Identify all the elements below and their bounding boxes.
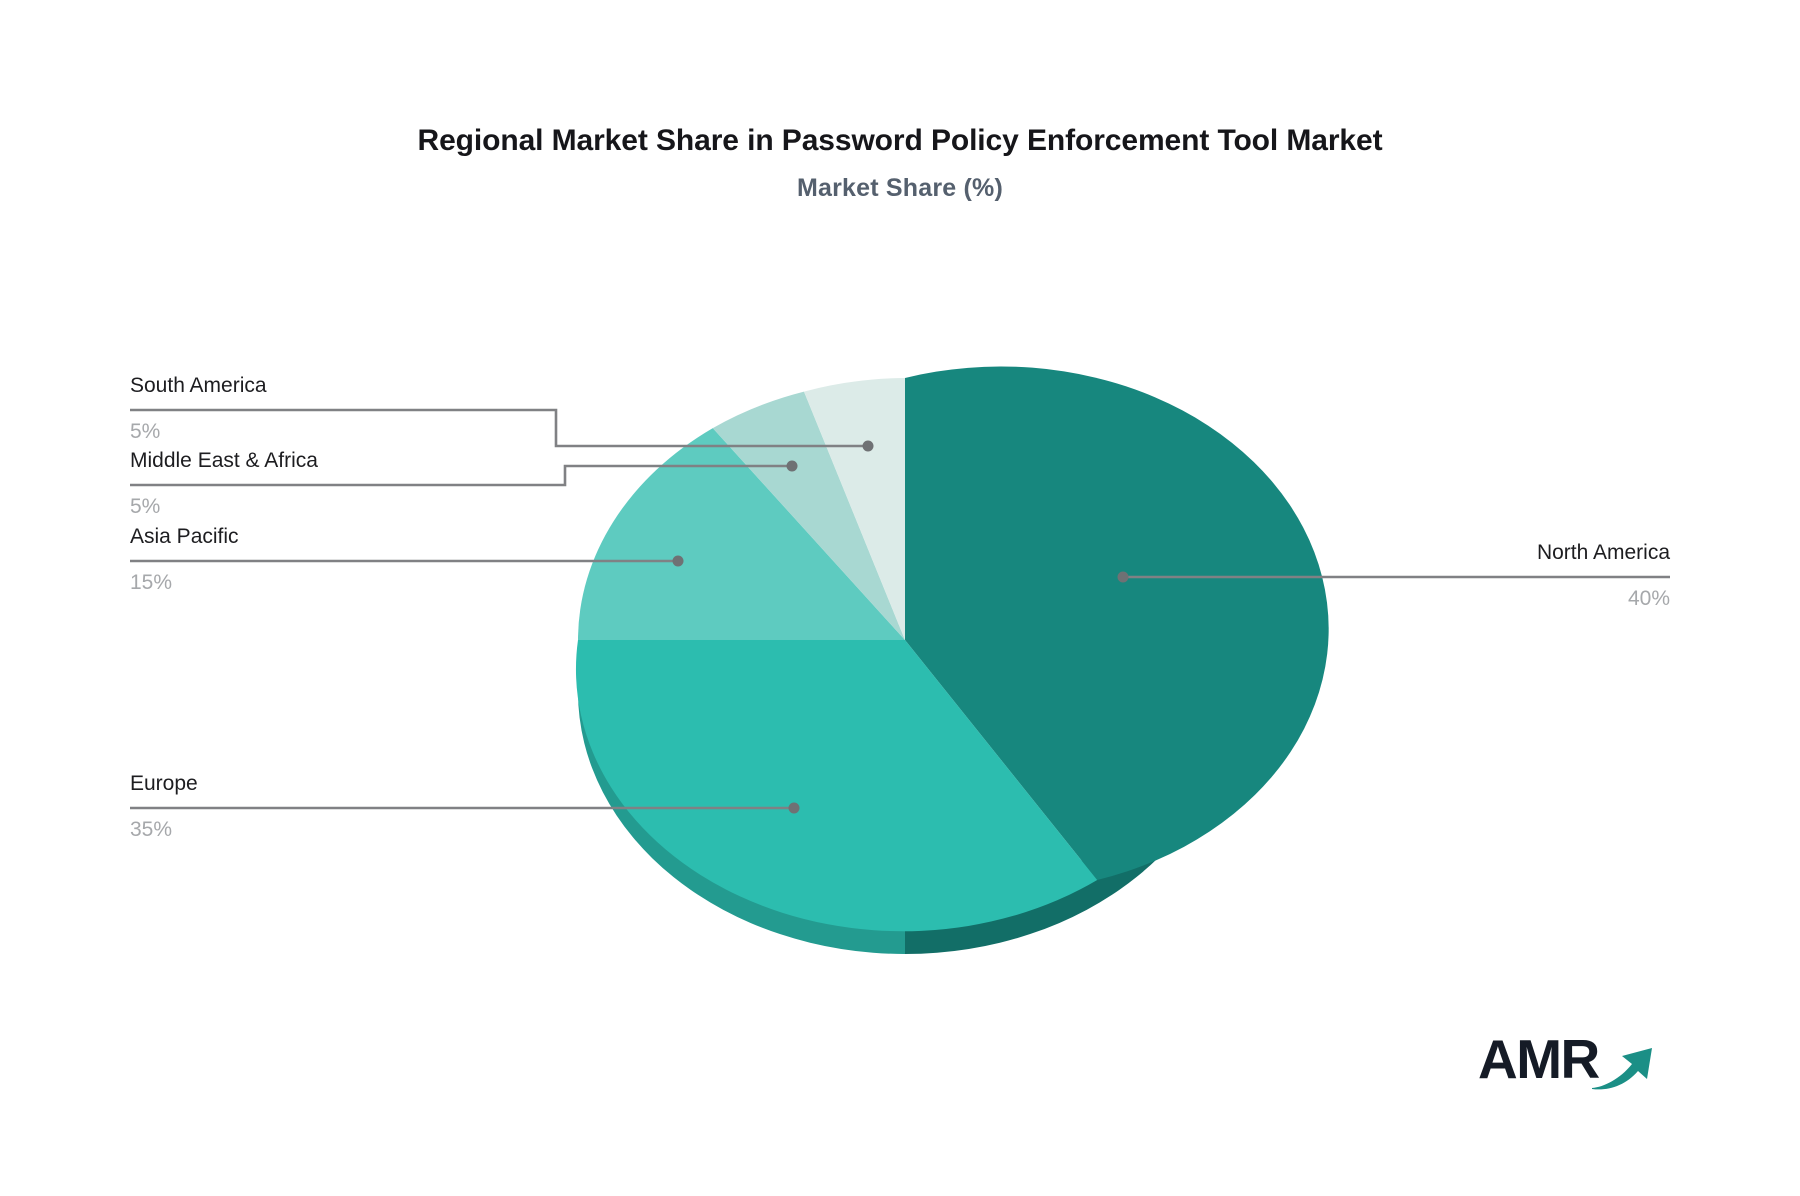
- leader-line-middle-east-africa: [130, 464, 790, 487]
- page-title: Regional Market Share in Password Policy…: [417, 124, 1383, 157]
- slice-label-south-america: South America: [130, 374, 267, 397]
- leader-lines: [130, 408, 1670, 814]
- leader-dot-europe: [788, 802, 800, 814]
- slice-value-asia-pacific: 15%: [130, 571, 173, 594]
- leader-line-south-america: [130, 408, 866, 448]
- slice-label-north-america: North America: [1536, 541, 1670, 564]
- slice-label-asia-pacific: Asia Pacific: [130, 525, 239, 548]
- pie-slice-north-america: [905, 366, 1329, 880]
- amr-logo: AMR: [1478, 1025, 1658, 1097]
- slice-label-middle-east-africa: Middle East & Africa: [130, 449, 318, 472]
- leader-dot-north-america: [1117, 571, 1129, 583]
- logo-wordmark: AMR: [1478, 1028, 1600, 1090]
- leader-dot-asia-pacific: [672, 555, 684, 567]
- pie-top-face: [575, 366, 1329, 932]
- slice-value-north-america: 40%: [1627, 587, 1670, 610]
- slice-value-south-america: 5%: [130, 420, 161, 443]
- pie-slice-asia-pacific: [578, 428, 905, 640]
- chart-header: Regional Market Share in Password Policy…: [0, 122, 1800, 203]
- leader-dot-middle-east-africa: [786, 460, 798, 472]
- chart-subtitle: Market Share (%): [796, 173, 1004, 202]
- leader-dot-south-america: [862, 440, 874, 452]
- pie-slice-europe: [575, 640, 1098, 932]
- slice-value-europe: 35%: [130, 818, 173, 841]
- slice-label-europe: Europe: [130, 772, 198, 795]
- pie-slice-middle-east-africa: [712, 391, 905, 640]
- pie-slice-south-america: [804, 378, 905, 640]
- slice-value-middle-east-africa: 5%: [130, 495, 161, 518]
- growth-arrow-icon: [1592, 1048, 1652, 1090]
